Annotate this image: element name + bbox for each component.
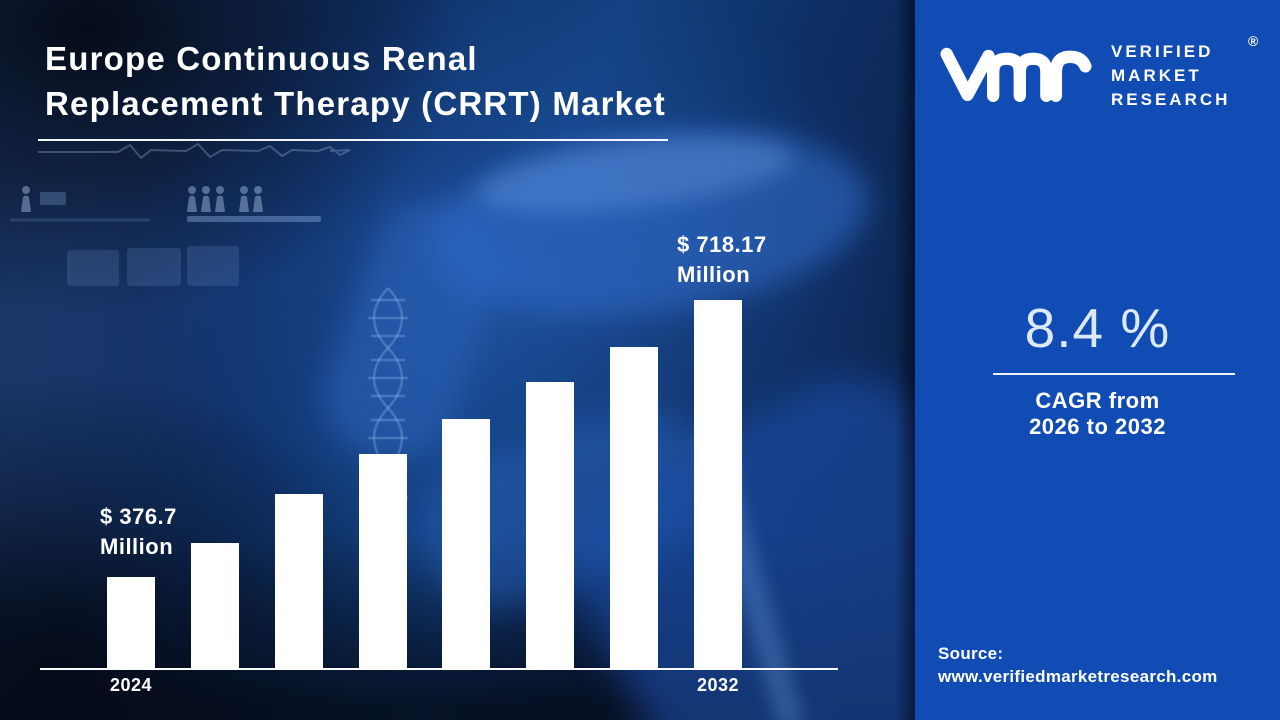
bar-year-4	[442, 419, 490, 670]
vmr-monogram-icon	[940, 47, 1092, 102]
title-underline	[38, 139, 668, 141]
registered-trademark-icon: ®	[1248, 33, 1259, 49]
value-label-2032: $ 718.17 Million	[677, 230, 767, 290]
chart-section: Europe Continuous Renal Replacement Ther…	[0, 0, 915, 720]
cagr-caption-line1: CAGR from	[1035, 388, 1160, 413]
source-url-link[interactable]: www.verifiedmarketresearch.com	[938, 667, 1218, 686]
brand-name-line3: RESEARCH	[1111, 90, 1231, 109]
decor-bar	[187, 216, 321, 222]
x-axis-line	[40, 668, 838, 670]
value-label-2032-unit: Million	[677, 262, 751, 287]
background-decor	[10, 142, 408, 526]
cagr-value: 8.4 %	[1024, 297, 1171, 359]
brand-name-line2: MARKET	[1111, 66, 1202, 85]
page-title-line2: Replacement Therapy (CRRT) Market	[45, 85, 666, 122]
brand-name-line1: VERIFIED	[1111, 42, 1214, 61]
brand-name: VERIFIED MARKET RESEARCH	[1111, 40, 1230, 112]
folder-icons	[67, 246, 239, 286]
bar-year-2	[275, 494, 323, 670]
bar-2024	[107, 577, 155, 670]
brand-logo: VERIFIED MARKET RESEARCH ®	[915, 0, 1280, 130]
value-label-2032-amount: $ 718.17	[677, 232, 767, 257]
stat-divider	[993, 373, 1235, 375]
x-axis-label-2032: 2032	[696, 675, 740, 695]
source-label: Source:	[938, 644, 1004, 663]
page-title-line1: Europe Continuous Renal	[45, 40, 478, 77]
source-block: Source: www.verifiedmarketresearch.com	[938, 642, 1218, 688]
value-label-2024-amount: $ 376.7	[100, 504, 177, 529]
value-label-2024-unit: Million	[100, 534, 174, 559]
info-panel: VERIFIED MARKET RESEARCH ® 8.4 % CAGR fr…	[915, 0, 1280, 720]
cagr-caption-line2: 2026 to 2032	[1029, 414, 1166, 439]
ecg-line-icon	[38, 142, 351, 160]
bar-year-3	[359, 454, 407, 670]
x-axis-label-2024: 2024	[109, 675, 153, 695]
bar-year-5	[526, 382, 574, 670]
bar-year-1	[191, 543, 239, 670]
person-icons	[21, 186, 263, 212]
value-label-2024: $ 376.7 Million	[100, 502, 177, 562]
bar-year-6	[610, 347, 658, 670]
page-title: Europe Continuous Renal Replacement Ther…	[45, 36, 666, 126]
cagr-caption: CAGR from 2026 to 2032	[915, 388, 1280, 440]
bar-2032	[694, 300, 742, 670]
